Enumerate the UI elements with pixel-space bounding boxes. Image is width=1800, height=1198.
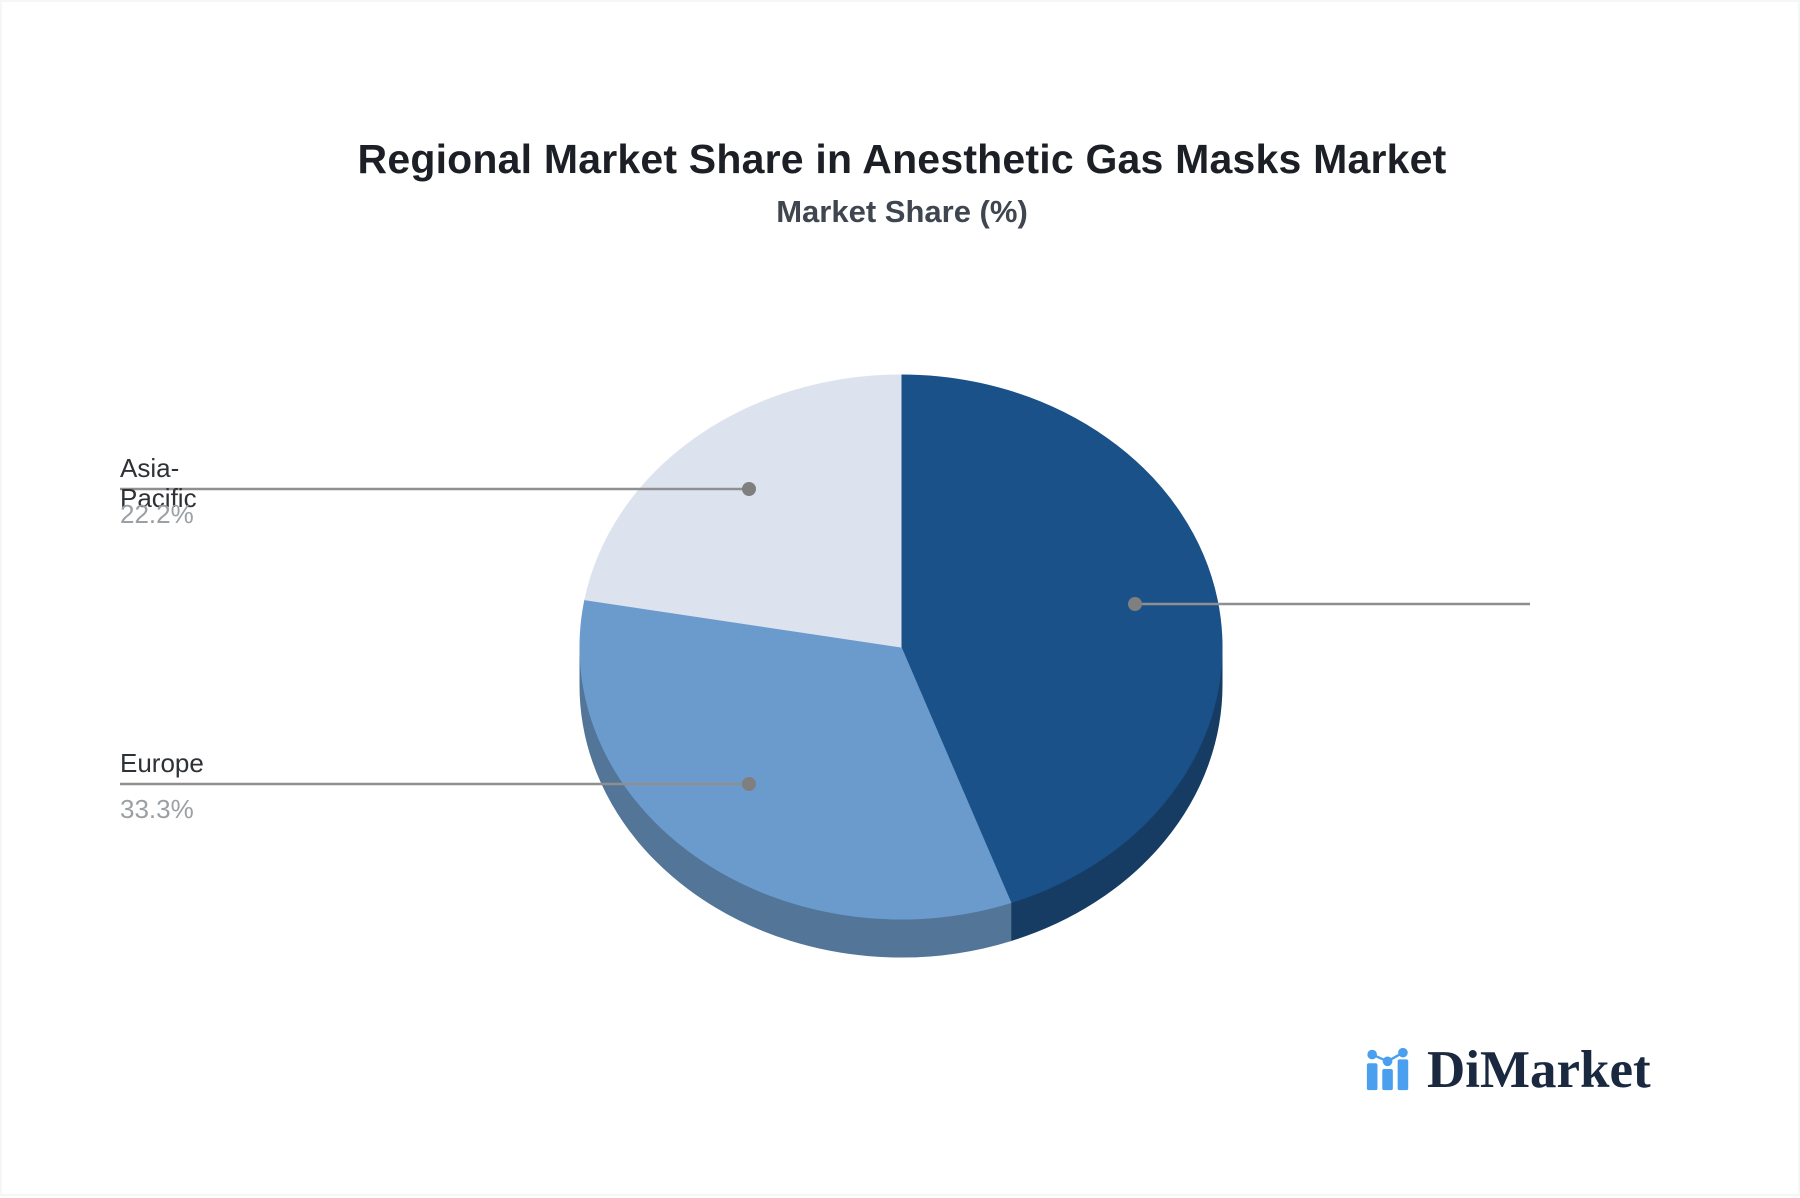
dimarket-logo: DiMarket — [1364, 1041, 1651, 1099]
dimarket-logo-icon — [1366, 1047, 1409, 1091]
dimarket-logo-text: DiMarket — [1427, 1041, 1651, 1099]
chart-subtitle: Market Share (%) — [776, 194, 1028, 229]
pie-label-value: 22.2% — [120, 499, 194, 529]
pie-label-name: Europe — [120, 748, 204, 778]
chart-title: Regional Market Share in Anesthetic Gas … — [357, 136, 1447, 182]
pie-slice-north-america[interactable] — [900, 374, 1223, 904]
pie-label-name: Asia-Pacific — [120, 453, 197, 513]
pie-label-value: 33.3% — [120, 794, 194, 824]
leader-dot-europe — [742, 777, 756, 791]
pie-slice-asia-pacific[interactable] — [584, 374, 902, 648]
leader-dot-north-america — [1128, 597, 1142, 611]
pie-slice-europe[interactable] — [579, 599, 1012, 920]
leader-dot-asia-pacific — [742, 482, 756, 496]
